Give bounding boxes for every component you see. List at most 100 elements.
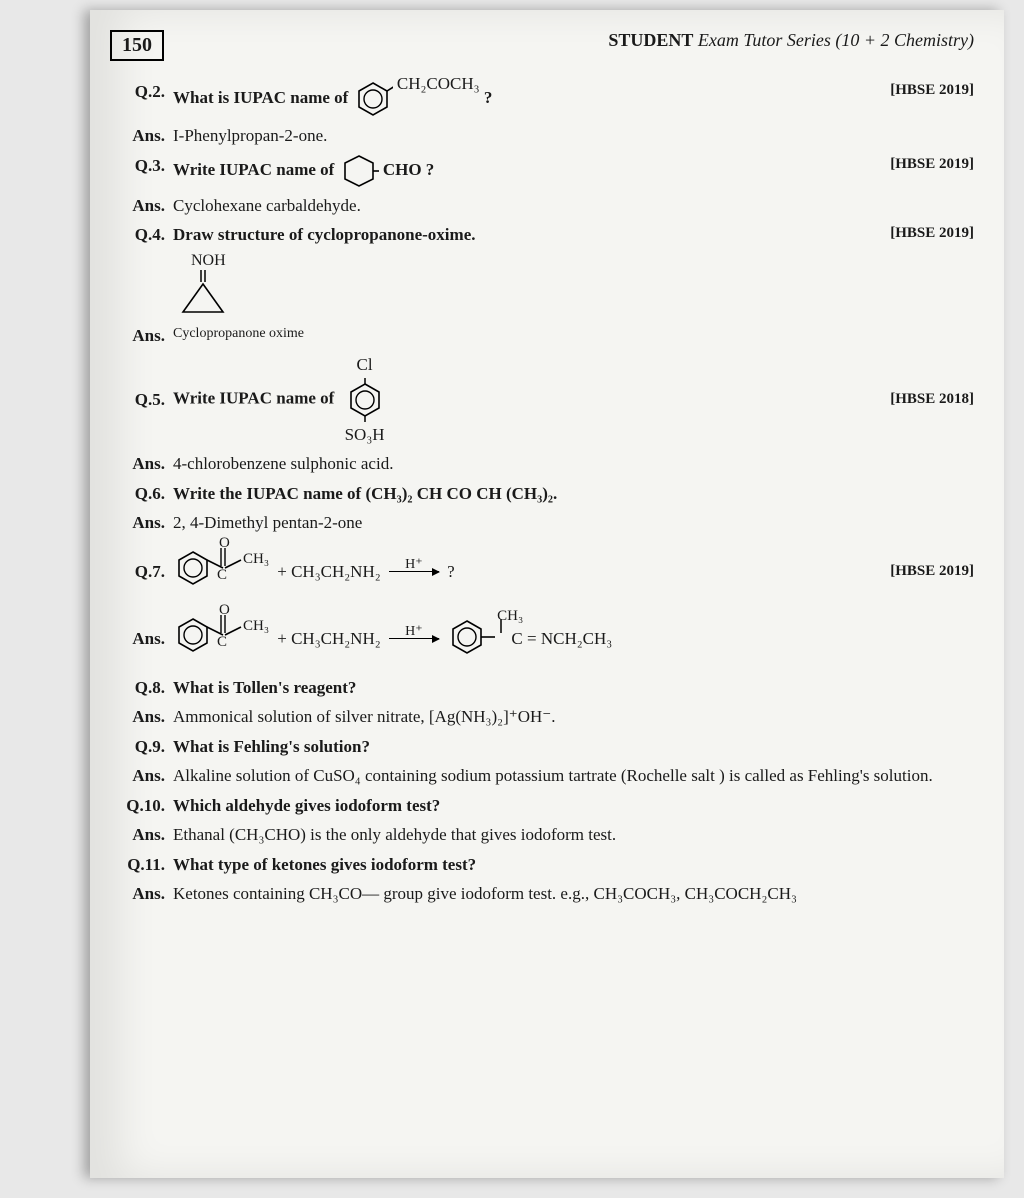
a-label: Ans. [110,123,173,149]
benzene-icon [353,79,393,119]
a7-ch3: CH₃ [243,615,269,638]
q-label: Q.3. [110,153,173,179]
citation: [HBSE 2019] [880,222,974,245]
a7-ch3b: CH₃ [497,605,523,628]
q-text: Draw structure of cyclopropanone-oxime. [173,222,880,248]
a-text: Alkaline solution of CuSO₄ containing so… [173,763,974,789]
q7-qmark: ? [447,562,455,581]
a-label: Ans. [110,704,173,730]
q-label: Q.7. [110,559,173,585]
answer-7: Ans. O CH₃ C + CH₃CH₂NH₂ H⁺ [110,607,974,671]
answer-11: Ans. Ketones containing CH₃CO— group giv… [110,881,974,907]
question-5: Q.5. Write IUPAC name of Cl SO₃H [HBSE 2… [110,352,974,447]
q-text: O CH₃ C + CH₃CH₂NH₂ H⁺ ? [173,540,880,604]
q5-text: Write IUPAC name of [173,388,334,407]
q-text: What is Tollen's reagent? [173,675,974,701]
a-text: Cyclopropanone oxime [173,323,974,344]
series-prefix: STUDENT [608,30,693,50]
q7-c: C [217,564,227,587]
q2-prefix: What is IUPAC name of [173,88,353,107]
a-label: Ans. [110,451,173,477]
q2-formula: CH₂COCH₃ [397,74,480,93]
answer-6: Ans. 2, 4-Dimethyl pentan-2-one [110,510,974,536]
a-text: 4-chlorobenzene sulphonic acid. [173,451,974,477]
q3-prefix: Write IUPAC name of [173,159,339,178]
q-text: What is IUPAC name of CH₂COCH₃ ? [173,79,880,119]
answer-9: Ans. Alkaline solution of CuSO₄ containi… [110,763,974,789]
q2-qmark: ? [484,88,493,107]
a-label: Ans. [110,822,173,848]
reaction-arrow: H⁺ [389,638,439,639]
a-text: Ketones containing CH₃CO— group give iod… [173,881,974,907]
question-4: Q.4. Draw structure of cyclopropanone-ox… [110,222,974,248]
benzene-icon [345,378,385,422]
cyclopropanone-oxime-icon [173,270,233,314]
a-text: I-Phenylpropan-2-one. [173,123,974,149]
cyclohexane-icon [339,153,379,189]
citation: [HBSE 2018] [880,388,974,411]
a-label: Ans. [110,763,173,789]
q-text: Write IUPAC name of Cl SO₃H [173,352,880,447]
citation: [HBSE 2019] [880,79,974,102]
q-text: Which aldehyde gives iodoform test? [173,793,974,819]
a-text: Ethanal (CH₃CHO) is the only aldehyde th… [173,822,974,848]
q-label: Q.9. [110,734,173,760]
a-label: Ans. [110,323,173,349]
question-6: Q.6. Write the IUPAC name of (CH₃)₂ CH C… [110,481,974,507]
arrow-label: H⁺ [405,554,423,575]
a-label: Ans. [110,626,173,652]
answer-2: Ans. I-Phenylpropan-2-one. [110,123,974,149]
q-text: Write IUPAC name of CHO ? [173,153,880,189]
a-text: Ammonical solution of silver nitrate, [A… [173,704,974,730]
question-2: Q.2. What is IUPAC name of CH₂COCH₃ ? [H… [110,79,974,119]
reaction-arrow: H⁺ [389,571,439,572]
q-label: Q.10. [110,793,173,819]
a-text: 2, 4-Dimethyl pentan-2-one [173,510,974,536]
page-header: 150 STUDENT Exam Tutor Series (10 + 2 Ch… [110,30,974,61]
series-title: STUDENT Exam Tutor Series (10 + 2 Chemis… [608,30,974,51]
a-label: Ans. [110,881,173,907]
question-7: Q.7. O CH₃ C + CH₃CH₂NH₂ H⁺ ? [110,540,974,604]
q7-amine: CH₃CH₂NH₂ [291,562,381,581]
a-label: Ans. [110,193,173,219]
series-rest: Exam Tutor Series (10 + 2 Chemistry) [693,30,974,50]
a7-c: C [217,631,227,654]
q-label: Q.8. [110,675,173,701]
answer-10: Ans. Ethanal (CH₃CHO) is the only aldehy… [110,822,974,848]
textbook-page: 150 STUDENT Exam Tutor Series (10 + 2 Ch… [90,10,1004,1178]
citation: [HBSE 2019] [880,560,974,583]
answer-5: Ans. 4-chlorobenzene sulphonic acid. [110,451,974,477]
q-label: Q.6. [110,481,173,507]
answer-3: Ans. Cyclohexane carbaldehyde. [110,193,974,219]
a7-product: C = NCH₂CH₃ [511,629,612,648]
noh-label: NOH [191,252,974,270]
q7-ch3: CH₃ [243,548,269,571]
q-text: What type of ketones gives iodoform test… [173,852,974,878]
a7-o: O [219,599,230,622]
arrow-label: H⁺ [405,621,423,642]
q-label: Q.4. [110,222,173,248]
question-10: Q.10. Which aldehyde gives iodoform test… [110,793,974,819]
a-text: Cyclohexane carbaldehyde. [173,193,974,219]
q-label: Q.11. [110,852,173,878]
question-3: Q.3. Write IUPAC name of CHO ? [HBSE 201… [110,153,974,189]
page-number: 150 [110,30,164,61]
q7-o: O [219,532,230,555]
q4-structure: NOH [173,252,974,319]
q3-formula: CHO ? [383,159,434,178]
q-label: Q.2. [110,79,173,105]
a-label: Ans. [110,510,173,536]
q-text: What is Fehling's solution? [173,734,974,760]
a7-amine: CH₃CH₂NH₂ [291,629,381,648]
question-11: Q.11. What type of ketones gives iodofor… [110,852,974,878]
answer-4: Ans. Cyclopropanone oxime [110,323,974,349]
question-8: Q.8. What is Tollen's reagent? [110,675,974,701]
question-9: Q.9. What is Fehling's solution? [110,734,974,760]
q5-bottom: SO₃H [345,422,385,448]
a-text: O CH₃ C + CH₃CH₂NH₂ H⁺ CH₃ [173,607,974,671]
q5-top: Cl [345,352,385,378]
answer-8: Ans. Ammonical solution of silver nitrat… [110,704,974,730]
q-text: Write the IUPAC name of (CH₃)₂ CH CO CH … [173,481,974,507]
q-label: Q.5. [110,387,173,413]
citation: [HBSE 2019] [880,153,974,176]
